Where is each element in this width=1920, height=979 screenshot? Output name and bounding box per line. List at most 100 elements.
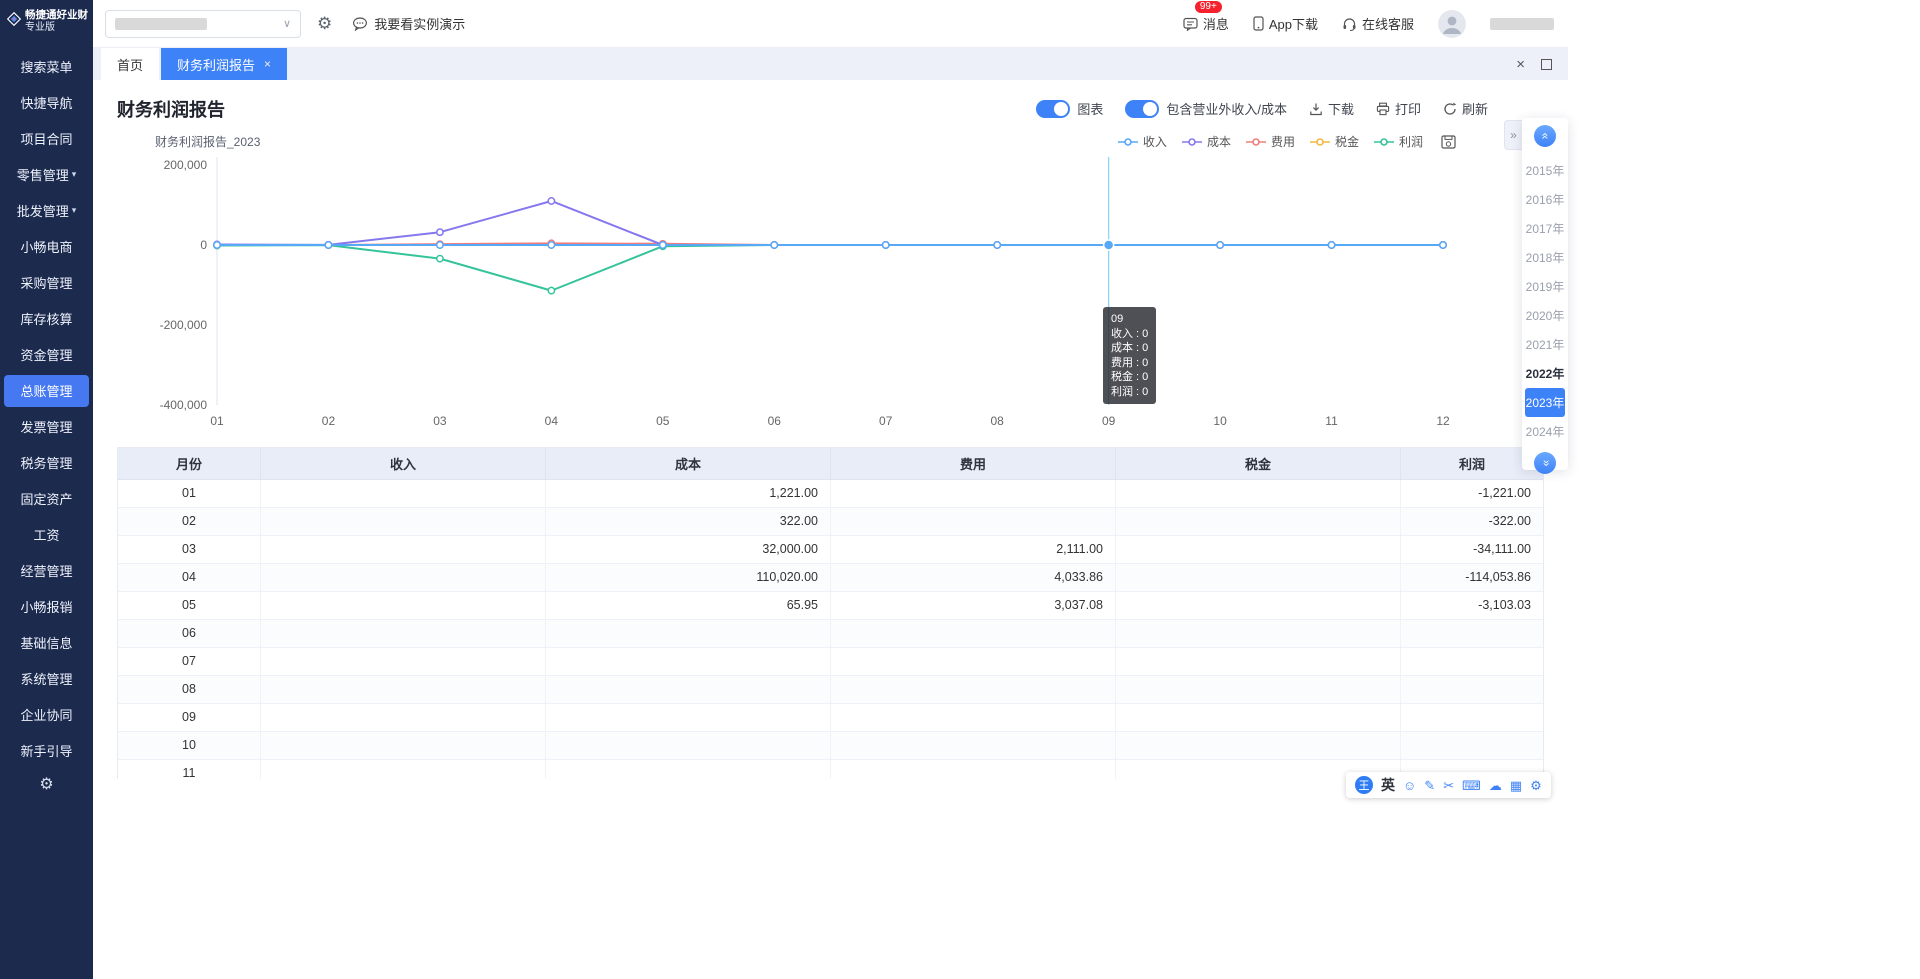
download-icon — [1310, 103, 1322, 115]
year-item[interactable]: 2019年 — [1525, 280, 1565, 294]
legend-item-税金[interactable]: 税金 — [1309, 133, 1359, 150]
profit-table: 月份 收入 成本 费用 税金 利润 01 1,221.00 -1,221.00 02 322.00… — [117, 447, 1544, 779]
svg-text:10: 10 — [1213, 414, 1227, 428]
table-row: 07 — [118, 647, 1543, 676]
tab-1[interactable]: 财务利润报告 × — [161, 48, 288, 80]
year-item[interactable]: 2020年 — [1525, 309, 1565, 323]
table-cell: -34,111.00 — [1400, 535, 1543, 564]
sidebar-item-18[interactable]: 企业协同 — [4, 699, 89, 731]
sidebar-item-0[interactable]: 搜索菜单 — [4, 51, 89, 83]
series-points-收入 — [213, 241, 1447, 249]
ime-logo-icon[interactable]: 王 — [1355, 776, 1373, 794]
year-item[interactable]: 2023年 — [1525, 388, 1565, 417]
year-item[interactable]: 2016年 — [1525, 193, 1565, 207]
year-scroll-up-button[interactable]: « — [1534, 125, 1556, 147]
year-panel-collapse-handle[interactable]: » — [1504, 120, 1522, 150]
settings-gear-icon[interactable]: ⚙ — [317, 13, 333, 33]
sidebar-item-14[interactable]: 经营管理 — [4, 555, 89, 587]
year-item[interactable]: 2022年 — [1525, 367, 1565, 381]
sidebar-item-17[interactable]: 系统管理 — [4, 663, 89, 695]
sidebar-item-8[interactable]: 资金管理 — [4, 339, 89, 371]
sidebar-item-3[interactable]: 零售管理 ▾ — [4, 159, 89, 191]
table-cell — [260, 619, 546, 648]
messages-button[interactable]: 99+ 消息 — [1183, 1, 1229, 33]
year-scroll-down-button[interactable]: « — [1534, 452, 1556, 474]
org-select[interactable]: ∨ — [105, 9, 301, 38]
keyboard-icon[interactable]: ⌨ — [1462, 777, 1481, 793]
table-cell: -322.00 — [1400, 507, 1543, 536]
sidebar-item-5[interactable]: 小畅电商 — [4, 231, 89, 263]
table-cell — [1115, 479, 1401, 508]
sidebar-item-1[interactable]: 快捷导航 — [4, 87, 89, 119]
tab-label: 财务利润报告 — [177, 57, 256, 73]
user-name-redacted[interactable] — [1490, 17, 1554, 30]
year-item[interactable]: 2017年 — [1525, 222, 1565, 236]
legend-item-费用[interactable]: 费用 — [1245, 133, 1295, 150]
table-cell: 02 — [118, 507, 261, 536]
legend-item-利润[interactable]: 利润 — [1373, 133, 1423, 150]
sidebar-item-9[interactable]: 总账管理 — [4, 374, 89, 407]
app-download-button[interactable]: App下载 — [1253, 14, 1318, 33]
include-toggle-switch[interactable] — [1125, 99, 1160, 118]
refresh-button[interactable]: 刷新 — [1443, 99, 1488, 118]
sidebar-item-2[interactable]: 项目合同 — [4, 123, 89, 155]
scissors-icon[interactable]: ✂ — [1443, 777, 1455, 793]
year-item[interactable]: 2015年 — [1525, 164, 1565, 178]
fullscreen-icon[interactable] — [1541, 59, 1552, 70]
tab-0[interactable]: 首页 — [101, 48, 160, 80]
legend-label: 成本 — [1206, 135, 1231, 149]
table-cell — [1400, 731, 1543, 760]
sidebar-settings-gear-icon[interactable]: ⚙ — [39, 776, 54, 793]
demo-link[interactable]: 我要看实例演示 — [352, 14, 465, 33]
emoji-icon[interactable]: ☺ — [1403, 777, 1417, 793]
year-item[interactable]: 2018年 — [1525, 251, 1565, 265]
legend-item-成本[interactable]: 成本 — [1181, 133, 1231, 150]
legend-item-收入[interactable]: 收入 — [1117, 133, 1167, 150]
profit-table-grid: 月份 收入 成本 费用 税金 利润 01 1,221.00 -1,221.00 02 322.00… — [118, 448, 1543, 779]
tooltip-title: 09 — [1111, 313, 1124, 325]
sidebar-item-label: 零售管理 — [16, 168, 69, 184]
chart-toggle-switch[interactable] — [1036, 99, 1071, 118]
sidebar-item-15[interactable]: 小畅报销 — [4, 591, 89, 623]
grid-icon[interactable]: ▦ — [1509, 777, 1523, 793]
sidebar-item-label: 固定资产 — [20, 492, 73, 508]
sidebar-item-13[interactable]: 工资 — [4, 519, 89, 551]
series-points-成本 — [213, 197, 1447, 249]
year-item[interactable]: 2021年 — [1525, 338, 1565, 352]
table-cell — [260, 507, 546, 536]
report-controls: 图表 包含营业外收入/成本 下载 — [1036, 99, 1488, 118]
pencil-icon[interactable]: ✎ — [1424, 777, 1436, 793]
sidebar-item-12[interactable]: 固定资产 — [4, 483, 89, 515]
open-tabs: 首页 财务利润报告 × — [101, 48, 289, 80]
sidebar-item-16[interactable]: 基础信息 — [4, 627, 89, 659]
table-header-cell: 税金 — [1115, 448, 1401, 480]
table-cell — [545, 647, 831, 676]
online-support-button[interactable]: 在线客服 — [1342, 14, 1414, 33]
svg-text:09: 09 — [1102, 414, 1116, 428]
cloud-icon[interactable]: ☁ — [1488, 777, 1502, 793]
table-row: 01 1,221.00 -1,221.00 — [118, 479, 1543, 508]
close-tab-icon[interactable]: × — [1516, 56, 1525, 73]
ime-settings-gear-icon[interactable]: ⚙ — [1530, 777, 1542, 793]
sidebar-item-19[interactable]: 新手引导 — [4, 735, 89, 767]
sidebar-item-label: 采购管理 — [20, 276, 73, 292]
download-button[interactable]: 下载 — [1309, 99, 1354, 118]
table-cell: 32,000.00 — [545, 535, 831, 564]
sidebar-item-4[interactable]: 批发管理 ▾ — [4, 195, 89, 227]
table-body: 01 1,221.00 -1,221.00 02 322.00 -322.00 03 32,0… — [118, 479, 1543, 779]
user-avatar[interactable] — [1438, 9, 1466, 38]
save-chart-image-icon[interactable] — [1441, 134, 1456, 149]
chart-canvas[interactable]: 200,000 0 -200,000 -400,000 01 02 03 04 05 06 07 08… — [117, 145, 1457, 445]
print-button[interactable]: 打印 — [1376, 99, 1421, 118]
sidebar-item-11[interactable]: 税务管理 — [4, 447, 89, 479]
sidebar-item-6[interactable]: 采购管理 — [4, 267, 89, 299]
tab-close-icon[interactable]: × — [264, 57, 272, 71]
sidebar-item-10[interactable]: 发票管理 — [4, 411, 89, 443]
year-item[interactable]: 2024年 — [1525, 425, 1565, 439]
table-header-cell: 收入 — [260, 448, 546, 480]
include-nonoperating-toggle[interactable]: 包含营业外收入/成本 — [1125, 99, 1287, 118]
ime-language-indicator[interactable]: 英 — [1381, 777, 1395, 793]
legend-marker-icon — [1309, 137, 1330, 146]
sidebar-item-7[interactable]: 库存核算 — [4, 303, 89, 335]
chart-toggle[interactable]: 图表 — [1036, 99, 1103, 118]
